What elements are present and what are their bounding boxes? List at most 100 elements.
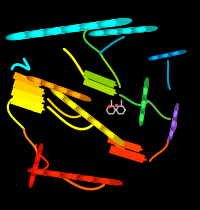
Ellipse shape (37, 156, 39, 159)
Ellipse shape (48, 84, 51, 86)
Ellipse shape (59, 88, 71, 94)
Ellipse shape (97, 32, 101, 34)
Ellipse shape (143, 26, 157, 31)
Ellipse shape (142, 98, 145, 108)
Ellipse shape (175, 53, 177, 54)
Ellipse shape (54, 86, 66, 92)
Ellipse shape (54, 173, 58, 175)
Ellipse shape (165, 55, 167, 56)
Ellipse shape (110, 134, 113, 137)
Ellipse shape (141, 114, 143, 117)
Ellipse shape (131, 28, 145, 32)
Ellipse shape (175, 107, 178, 115)
Ellipse shape (143, 91, 146, 101)
Ellipse shape (156, 55, 164, 58)
Ellipse shape (69, 175, 73, 177)
Ellipse shape (144, 86, 147, 96)
Ellipse shape (30, 169, 43, 174)
Ellipse shape (164, 55, 166, 56)
Ellipse shape (173, 117, 175, 125)
Ellipse shape (170, 133, 172, 135)
Ellipse shape (33, 163, 37, 173)
Ellipse shape (174, 111, 177, 119)
Ellipse shape (127, 29, 131, 32)
Ellipse shape (175, 112, 176, 114)
Ellipse shape (113, 30, 117, 33)
Ellipse shape (92, 178, 106, 182)
Ellipse shape (170, 131, 173, 138)
Ellipse shape (72, 27, 77, 30)
Ellipse shape (113, 29, 128, 34)
Ellipse shape (29, 177, 33, 188)
Ellipse shape (90, 24, 95, 27)
Ellipse shape (175, 51, 182, 54)
Ellipse shape (29, 30, 48, 37)
Ellipse shape (89, 31, 103, 36)
Ellipse shape (51, 88, 62, 97)
Ellipse shape (34, 170, 47, 174)
Ellipse shape (47, 28, 66, 34)
Ellipse shape (47, 84, 50, 86)
Ellipse shape (48, 84, 52, 87)
Ellipse shape (65, 90, 78, 96)
Ellipse shape (38, 29, 57, 35)
Ellipse shape (175, 114, 176, 116)
Ellipse shape (107, 22, 112, 25)
Ellipse shape (61, 173, 74, 178)
Ellipse shape (112, 31, 116, 33)
Ellipse shape (71, 104, 83, 113)
Ellipse shape (105, 180, 118, 184)
Ellipse shape (109, 133, 121, 143)
Ellipse shape (140, 109, 144, 119)
Ellipse shape (119, 29, 133, 33)
Ellipse shape (89, 178, 92, 180)
Ellipse shape (172, 119, 175, 127)
Ellipse shape (35, 154, 40, 164)
Ellipse shape (37, 147, 42, 157)
Ellipse shape (49, 84, 53, 87)
Ellipse shape (117, 29, 131, 33)
Ellipse shape (83, 23, 102, 29)
Ellipse shape (77, 24, 95, 30)
Ellipse shape (6, 34, 25, 40)
Ellipse shape (72, 24, 91, 30)
Ellipse shape (32, 168, 36, 179)
Ellipse shape (169, 132, 172, 140)
Ellipse shape (171, 131, 172, 134)
Ellipse shape (28, 169, 41, 173)
Ellipse shape (142, 105, 144, 107)
Ellipse shape (74, 93, 77, 96)
Ellipse shape (174, 53, 176, 54)
Ellipse shape (110, 29, 124, 34)
Ellipse shape (165, 53, 173, 56)
Ellipse shape (28, 76, 40, 82)
Ellipse shape (46, 172, 60, 176)
Ellipse shape (62, 89, 66, 92)
Ellipse shape (76, 107, 88, 117)
Ellipse shape (62, 89, 65, 91)
Ellipse shape (111, 31, 115, 33)
Ellipse shape (173, 115, 176, 122)
Ellipse shape (141, 28, 145, 30)
Ellipse shape (40, 29, 59, 35)
Ellipse shape (96, 178, 110, 183)
Ellipse shape (66, 100, 78, 109)
Ellipse shape (61, 26, 79, 32)
Ellipse shape (37, 156, 39, 159)
Ellipse shape (51, 173, 55, 175)
Ellipse shape (94, 122, 98, 125)
Ellipse shape (11, 33, 29, 39)
Ellipse shape (133, 27, 147, 32)
Ellipse shape (60, 88, 73, 94)
Ellipse shape (115, 29, 129, 33)
Ellipse shape (42, 171, 56, 176)
Ellipse shape (42, 82, 55, 88)
Ellipse shape (24, 31, 43, 37)
Ellipse shape (171, 126, 174, 133)
Ellipse shape (36, 32, 41, 35)
Ellipse shape (112, 29, 126, 34)
Ellipse shape (40, 171, 54, 175)
Ellipse shape (143, 102, 145, 105)
Ellipse shape (57, 173, 70, 177)
Ellipse shape (38, 32, 43, 35)
